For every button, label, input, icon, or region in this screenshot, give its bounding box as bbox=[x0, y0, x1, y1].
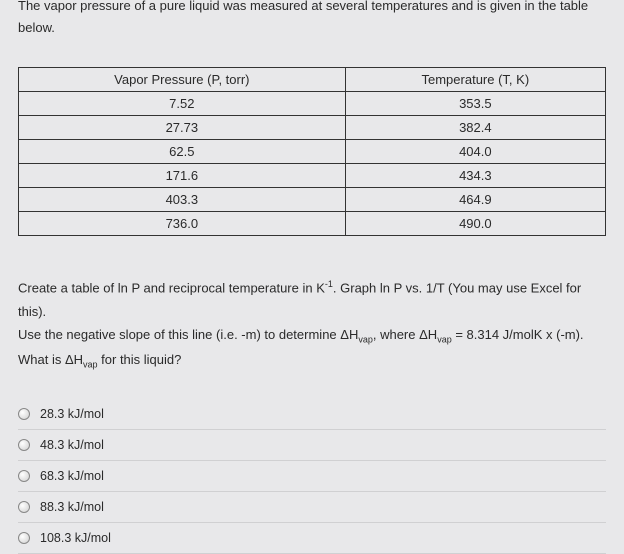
option-label: 108.3 kJ/mol bbox=[40, 531, 111, 545]
table-row: 62.5 404.0 bbox=[19, 140, 606, 164]
data-table: Vapor Pressure (P, torr) Temperature (T,… bbox=[18, 67, 606, 236]
q-line2-sub1: vap bbox=[358, 335, 373, 345]
radio-icon[interactable] bbox=[18, 470, 30, 482]
q-line1-sup: -1 bbox=[325, 279, 333, 289]
cell-pressure: 736.0 bbox=[19, 212, 346, 236]
table-row: 736.0 490.0 bbox=[19, 212, 606, 236]
table-row: 27.73 382.4 bbox=[19, 116, 606, 140]
cell-temperature: 404.0 bbox=[345, 140, 605, 164]
option-row[interactable]: 68.3 kJ/mol bbox=[18, 461, 606, 492]
q-line3-post: for this liquid? bbox=[98, 352, 182, 367]
q-line2-post: = 8.314 J/molK x (-m). bbox=[452, 327, 584, 342]
cell-pressure: 403.3 bbox=[19, 188, 346, 212]
q-line2-mid: , where ΔH bbox=[373, 327, 437, 342]
column-header-pressure: Vapor Pressure (P, torr) bbox=[19, 68, 346, 92]
intro-text-cut: The vapor pressure of a pure liquid was … bbox=[18, 0, 606, 16]
table-row: 7.52 353.5 bbox=[19, 92, 606, 116]
table-row: 171.6 434.3 bbox=[19, 164, 606, 188]
cell-pressure: 171.6 bbox=[19, 164, 346, 188]
option-row[interactable]: 108.3 kJ/mol bbox=[18, 523, 606, 554]
q-line2-pre: Use the negative slope of this line (i.e… bbox=[18, 327, 358, 342]
radio-icon[interactable] bbox=[18, 439, 30, 451]
table-header-row: Vapor Pressure (P, torr) Temperature (T,… bbox=[19, 68, 606, 92]
cell-temperature: 353.5 bbox=[345, 92, 605, 116]
cell-temperature: 490.0 bbox=[345, 212, 605, 236]
q-line1-pre: Create a table of ln P and reciprocal te… bbox=[18, 280, 325, 295]
cell-pressure: 27.73 bbox=[19, 116, 346, 140]
answer-options: 28.3 kJ/mol 48.3 kJ/mol 68.3 kJ/mol 88.3… bbox=[18, 399, 606, 554]
question-text: Create a table of ln P and reciprocal te… bbox=[18, 276, 606, 373]
q-line3-sub: vap bbox=[83, 359, 98, 369]
option-row[interactable]: 48.3 kJ/mol bbox=[18, 430, 606, 461]
radio-icon[interactable] bbox=[18, 532, 30, 544]
option-label: 88.3 kJ/mol bbox=[40, 500, 104, 514]
option-label: 28.3 kJ/mol bbox=[40, 407, 104, 421]
column-header-temperature: Temperature (T, K) bbox=[345, 68, 605, 92]
cell-pressure: 7.52 bbox=[19, 92, 346, 116]
cell-pressure: 62.5 bbox=[19, 140, 346, 164]
intro-text-below: below. bbox=[18, 18, 606, 38]
radio-icon[interactable] bbox=[18, 501, 30, 513]
option-label: 48.3 kJ/mol bbox=[40, 438, 104, 452]
q-line2-sub2: vap bbox=[437, 335, 452, 345]
radio-icon[interactable] bbox=[18, 408, 30, 420]
q-line3-pre: What is ΔH bbox=[18, 352, 83, 367]
cell-temperature: 382.4 bbox=[345, 116, 605, 140]
cell-temperature: 464.9 bbox=[345, 188, 605, 212]
option-row[interactable]: 28.3 kJ/mol bbox=[18, 399, 606, 430]
table-row: 403.3 464.9 bbox=[19, 188, 606, 212]
option-label: 68.3 kJ/mol bbox=[40, 469, 104, 483]
option-row[interactable]: 88.3 kJ/mol bbox=[18, 492, 606, 523]
cell-temperature: 434.3 bbox=[345, 164, 605, 188]
